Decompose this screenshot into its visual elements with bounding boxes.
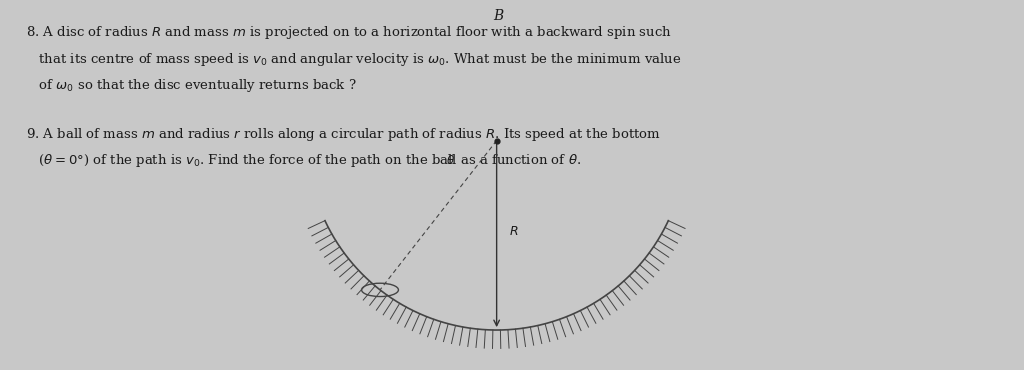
Text: 9. A ball of mass $m$ and radius $r$ rolls along a circular path of radius $R$. : 9. A ball of mass $m$ and radius $r$ rol… <box>26 126 660 143</box>
Text: B: B <box>494 9 504 23</box>
Text: that its centre of mass speed is $v_0$ and angular velocity is $\omega_0$. What : that its centre of mass speed is $v_0$ a… <box>26 51 681 68</box>
Text: of $\omega_0$ so that the disc eventually returns back ?: of $\omega_0$ so that the disc eventuall… <box>26 77 356 94</box>
Text: $\theta$: $\theta$ <box>446 154 455 168</box>
Text: 8. A disc of radius $R$ and mass $m$ is projected on to a horizontal floor with : 8. A disc of radius $R$ and mass $m$ is … <box>26 24 672 41</box>
Text: ($\theta = 0°$) of the path is $v_0$. Find the force of the path on the ball as : ($\theta = 0°$) of the path is $v_0$. Fi… <box>26 152 581 169</box>
Text: $R$: $R$ <box>509 225 518 238</box>
